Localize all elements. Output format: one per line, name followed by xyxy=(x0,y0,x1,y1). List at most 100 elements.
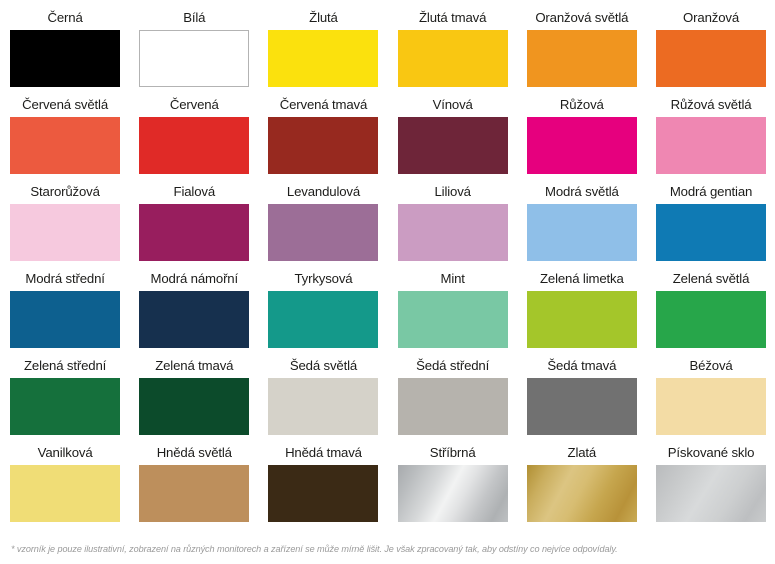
swatch-color-chip[interactable] xyxy=(656,378,767,435)
swatch-label: Růžová xyxy=(559,97,604,112)
swatch-color-chip[interactable] xyxy=(10,117,121,174)
swatch-cell[interactable]: Růžová světlá xyxy=(656,93,775,180)
swatch-color-chip[interactable] xyxy=(397,465,508,522)
swatch-cell[interactable]: Zelená tmavá xyxy=(139,354,268,441)
swatch-label: Černá xyxy=(47,10,83,25)
swatch-color-chip[interactable] xyxy=(656,30,767,87)
swatch-label: Hnědá světlá xyxy=(156,445,232,460)
swatch-label: Žlutá xyxy=(309,10,338,25)
swatch-label: Oranžová xyxy=(683,10,740,25)
swatch-cell[interactable]: Červená světlá xyxy=(10,93,139,180)
swatch-label: Stříbrná xyxy=(429,445,476,460)
swatch-color-chip[interactable] xyxy=(397,204,508,261)
swatch-color-chip[interactable] xyxy=(10,204,121,261)
swatch-color-chip[interactable] xyxy=(397,117,508,174)
swatch-cell[interactable]: Fialová xyxy=(139,180,268,267)
swatch-label: Levandulová xyxy=(286,184,361,199)
swatch-label: Béžová xyxy=(689,358,733,373)
swatch-color-chip[interactable] xyxy=(656,204,767,261)
swatch-label: Šedá světlá xyxy=(289,358,358,373)
swatch-color-chip[interactable] xyxy=(139,291,250,348)
swatch-label: Červená xyxy=(169,97,219,112)
swatch-label: Zelená střední xyxy=(23,358,107,373)
swatch-label: Modrá světlá xyxy=(544,184,619,199)
swatch-cell[interactable]: Zlatá xyxy=(526,441,656,528)
swatch-label: Oranžová světlá xyxy=(535,10,629,25)
swatch-cell[interactable]: Šedá tmavá xyxy=(526,354,656,441)
swatch-color-chip[interactable] xyxy=(268,30,379,87)
swatch-label: Modrá střední xyxy=(25,271,105,286)
swatch-cell[interactable]: Levandulová xyxy=(268,180,397,267)
swatch-cell[interactable]: Žlutá xyxy=(268,6,397,93)
swatch-cell[interactable]: Modrá námořní xyxy=(139,267,268,354)
swatch-color-chip[interactable] xyxy=(268,117,379,174)
swatch-color-chip[interactable] xyxy=(268,465,379,522)
swatch-color-chip[interactable] xyxy=(10,465,121,522)
swatch-label: Mint xyxy=(440,271,465,286)
swatch-color-chip[interactable] xyxy=(526,378,637,435)
swatch-color-chip[interactable] xyxy=(139,117,250,174)
swatch-cell[interactable]: Hnědá tmavá xyxy=(268,441,397,528)
swatch-label: Modrá námořní xyxy=(150,271,239,286)
swatch-label: Vanilková xyxy=(37,445,93,460)
swatch-cell[interactable]: Oranžová xyxy=(656,6,775,93)
swatch-label: Pískované sklo xyxy=(667,445,755,460)
swatch-color-chip[interactable] xyxy=(268,204,379,261)
swatch-label: Červená světlá xyxy=(22,97,109,112)
swatch-cell[interactable]: Hnědá světlá xyxy=(139,441,268,528)
swatch-cell[interactable]: Tyrkysová xyxy=(268,267,397,354)
swatch-color-chip[interactable] xyxy=(139,378,250,435)
swatch-color-chip[interactable] xyxy=(526,117,637,174)
swatch-grid: Černá Bílá Žlutá Žlutá tmavá Oranžová světlá… xyxy=(10,6,775,528)
swatch-cell[interactable]: Stříbrná xyxy=(397,441,527,528)
swatch-cell[interactable]: Žlutá tmavá xyxy=(397,6,527,93)
swatch-cell[interactable]: Černá xyxy=(10,6,139,93)
swatch-label: Červená tmavá xyxy=(279,97,368,112)
swatch-cell[interactable]: Vínová xyxy=(397,93,527,180)
swatch-cell[interactable]: Vanilková xyxy=(10,441,139,528)
swatch-cell[interactable]: Červená tmavá xyxy=(268,93,397,180)
swatch-color-chip[interactable] xyxy=(10,30,121,87)
swatch-cell[interactable]: Modrá gentian xyxy=(656,180,775,267)
swatch-label: Liliová xyxy=(434,184,471,199)
swatch-label: Bílá xyxy=(183,10,206,25)
swatch-color-chip[interactable] xyxy=(526,465,637,522)
swatch-color-chip[interactable] xyxy=(397,291,508,348)
swatch-color-chip[interactable] xyxy=(656,465,767,522)
swatch-label: Šedá tmavá xyxy=(547,358,617,373)
swatch-color-chip[interactable] xyxy=(526,30,637,87)
swatch-color-chip[interactable] xyxy=(268,378,379,435)
swatch-color-chip[interactable] xyxy=(526,204,637,261)
swatch-label: Zelená světlá xyxy=(672,271,750,286)
swatch-cell[interactable]: Mint xyxy=(397,267,527,354)
swatch-color-chip[interactable] xyxy=(656,117,767,174)
swatch-label: Vínová xyxy=(432,97,473,112)
swatch-label: Fialová xyxy=(173,184,216,199)
swatch-cell[interactable]: Liliová xyxy=(397,180,527,267)
swatch-cell[interactable]: Modrá střední xyxy=(10,267,139,354)
swatch-cell[interactable]: Růžová xyxy=(526,93,656,180)
swatch-color-chip[interactable] xyxy=(656,291,767,348)
swatch-color-chip[interactable] xyxy=(526,291,637,348)
swatch-cell[interactable]: Zelená limetka xyxy=(526,267,656,354)
swatch-cell[interactable]: Starorůžová xyxy=(10,180,139,267)
swatch-color-chip[interactable] xyxy=(139,204,250,261)
swatch-color-chip[interactable] xyxy=(268,291,379,348)
swatch-color-chip[interactable] xyxy=(397,378,508,435)
swatch-cell[interactable]: Zelená střední xyxy=(10,354,139,441)
swatch-color-chip[interactable] xyxy=(397,30,508,87)
swatch-cell[interactable]: Bílá xyxy=(139,6,268,93)
swatch-cell[interactable]: Pískované sklo xyxy=(656,441,775,528)
swatch-color-chip[interactable] xyxy=(139,30,250,87)
swatch-cell[interactable]: Modrá světlá xyxy=(526,180,656,267)
swatch-cell[interactable]: Šedá světlá xyxy=(268,354,397,441)
swatch-color-chip[interactable] xyxy=(10,378,121,435)
swatch-color-chip[interactable] xyxy=(139,465,250,522)
swatch-cell[interactable]: Červená xyxy=(139,93,268,180)
swatch-cell[interactable]: Oranžová světlá xyxy=(526,6,656,93)
swatch-cell[interactable]: Šedá střední xyxy=(397,354,527,441)
swatch-cell[interactable]: Zelená světlá xyxy=(656,267,775,354)
swatch-label: Šedá střední xyxy=(416,358,490,373)
swatch-cell[interactable]: Béžová xyxy=(656,354,775,441)
swatch-color-chip[interactable] xyxy=(10,291,121,348)
